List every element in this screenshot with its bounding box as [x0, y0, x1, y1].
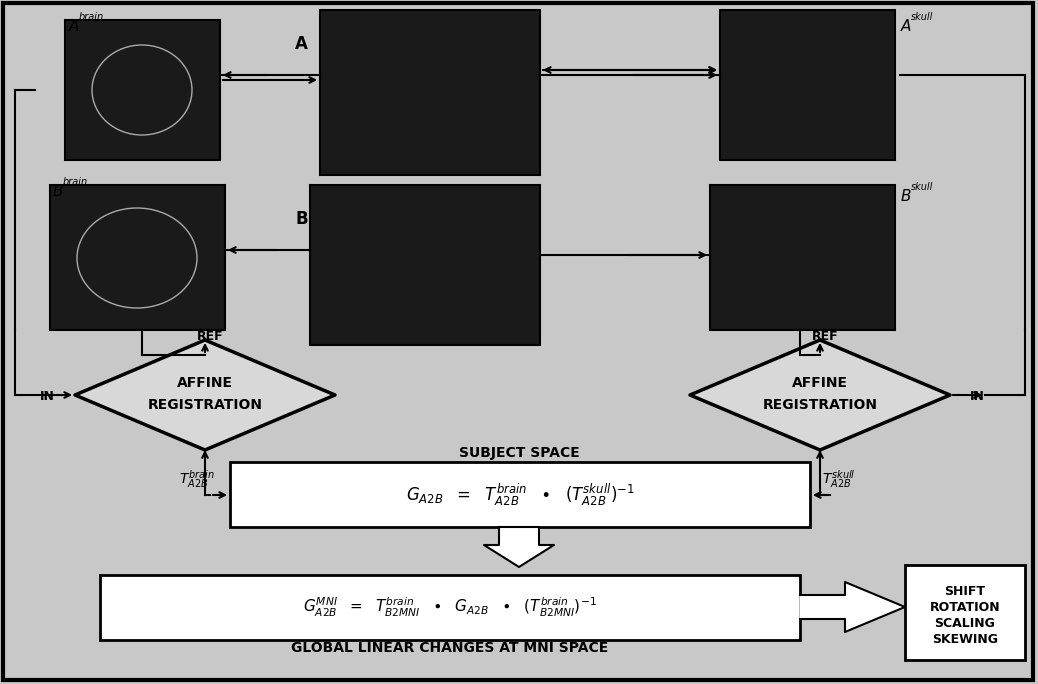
Text: $B$: $B$: [900, 188, 911, 204]
FancyBboxPatch shape: [720, 10, 895, 160]
FancyBboxPatch shape: [320, 10, 540, 175]
Polygon shape: [800, 582, 905, 632]
Text: SHIFT: SHIFT: [945, 585, 985, 598]
FancyBboxPatch shape: [710, 185, 895, 330]
Text: SKEWING: SKEWING: [932, 633, 998, 646]
FancyBboxPatch shape: [65, 20, 220, 160]
Text: skull: skull: [911, 182, 933, 192]
Polygon shape: [75, 340, 335, 450]
FancyBboxPatch shape: [230, 462, 810, 527]
Text: $A$: $A$: [900, 18, 912, 34]
Text: brain: brain: [63, 177, 88, 187]
Polygon shape: [484, 527, 554, 567]
Text: brain: brain: [79, 12, 104, 22]
Text: REF: REF: [812, 330, 839, 343]
Text: $B$: $B$: [52, 183, 63, 199]
Text: $A$: $A$: [69, 18, 80, 34]
Text: GLOBAL LINEAR CHANGES AT MNI SPACE: GLOBAL LINEAR CHANGES AT MNI SPACE: [292, 641, 608, 655]
Text: IN: IN: [40, 390, 55, 403]
FancyBboxPatch shape: [905, 565, 1025, 660]
Text: IN: IN: [969, 390, 985, 403]
Text: $T^{brain}_{A2B}$: $T^{brain}_{A2B}$: [180, 468, 215, 490]
Text: AFFINE: AFFINE: [177, 376, 233, 390]
Text: REF: REF: [196, 330, 223, 343]
Text: $T^{skull}_{A2B}$: $T^{skull}_{A2B}$: [822, 468, 855, 490]
Text: A: A: [295, 35, 308, 53]
Text: SUBJECT SPACE: SUBJECT SPACE: [459, 446, 579, 460]
FancyBboxPatch shape: [310, 185, 540, 345]
Text: REGISTRATION: REGISTRATION: [147, 398, 263, 412]
Text: ROTATION: ROTATION: [930, 601, 1001, 614]
Text: skull: skull: [911, 12, 933, 22]
Text: SCALING: SCALING: [934, 617, 995, 630]
Text: REGISTRATION: REGISTRATION: [763, 398, 877, 412]
Text: AFFINE: AFFINE: [792, 376, 848, 390]
Text: B: B: [296, 210, 308, 228]
Polygon shape: [690, 340, 950, 450]
FancyBboxPatch shape: [100, 575, 800, 640]
FancyBboxPatch shape: [50, 185, 225, 330]
Text: $G^{MNI}_{A2B}\ \ =\ \ T^{brain}_{B2MNI}\ \ \bullet\ \ G_{A2B}\ \ \bullet\ \ (T^: $G^{MNI}_{A2B}\ \ =\ \ T^{brain}_{B2MNI}…: [303, 595, 597, 618]
Text: $G_{A2B}\ \ =\ \ T^{brain}_{A2B}\ \ \bullet\ \ (T^{skull}_{A2B})^{-1}$: $G_{A2B}\ \ =\ \ T^{brain}_{A2B}\ \ \bul…: [406, 482, 634, 508]
